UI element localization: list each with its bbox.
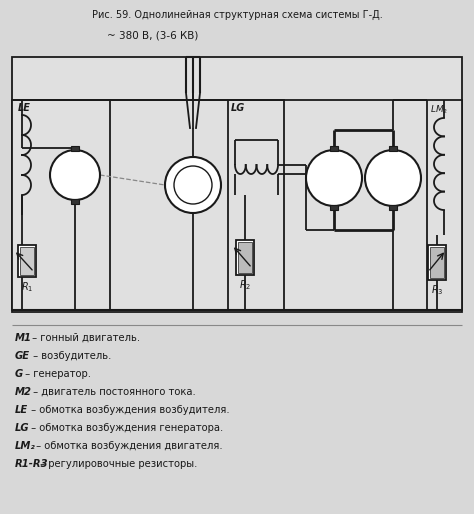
Text: LE: LE [15,405,28,415]
Text: – возбудитель.: – возбудитель. [30,351,111,361]
Bar [427,100,462,310]
Bar [428,245,446,280]
Bar [18,245,36,277]
Bar [20,247,34,275]
Text: – обмотка возбуждения генератора.: – обмотка возбуждения генератора. [28,423,223,433]
Text: LE: LE [18,103,31,113]
Text: – гонный двигатель.: – гонный двигатель. [29,333,140,343]
Circle shape [365,150,421,206]
Text: GE: GE [67,170,83,180]
Bar [389,205,397,210]
Bar [71,199,79,204]
Text: GE: GE [15,351,30,361]
Text: – генератор.: – генератор. [22,369,91,379]
Circle shape [174,166,212,204]
Text: M2: M2 [15,387,32,397]
Bar [236,240,254,275]
Text: $R_2$: $R_2$ [239,278,251,292]
Text: $R_1$: $R_1$ [21,280,33,294]
Text: M2: M2 [384,173,402,183]
Circle shape [50,150,100,200]
Bar [12,57,462,312]
Bar [330,205,338,210]
Bar [238,242,252,273]
Text: ~ 380 В, (3-6 КВ): ~ 380 В, (3-6 КВ) [107,30,199,40]
Bar [12,100,110,310]
Text: R1-R3: R1-R3 [15,459,49,469]
Text: M1: M1 [15,333,32,343]
Bar [389,146,397,151]
Text: $R_3$: $R_3$ [431,283,443,297]
Text: G: G [15,369,23,379]
Text: LG: LG [231,103,245,113]
Circle shape [165,157,221,213]
Bar [228,100,284,310]
Bar [430,247,444,278]
Text: – обмотка возбуждения возбудителя.: – обмотка возбуждения возбудителя. [28,405,229,415]
Text: Рис. 59. Однолинейная структурная схема системы Г-Д.: Рис. 59. Однолинейная структурная схема … [91,10,383,20]
Text: $LM_2$: $LM_2$ [430,103,448,116]
Circle shape [306,150,362,206]
Text: LG: LG [15,423,29,433]
Text: – регулировочные резисторы.: – регулировочные резисторы. [37,459,197,469]
Bar [330,146,338,151]
Bar [71,146,79,151]
Text: – двигатель постоянного тока.: – двигатель постоянного тока. [30,387,196,397]
Text: M1: M1 [184,180,202,190]
Text: G: G [329,172,339,185]
Text: – обмотка возбуждения двигателя.: – обмотка возбуждения двигателя. [33,441,223,451]
Text: LM₂: LM₂ [15,441,36,451]
